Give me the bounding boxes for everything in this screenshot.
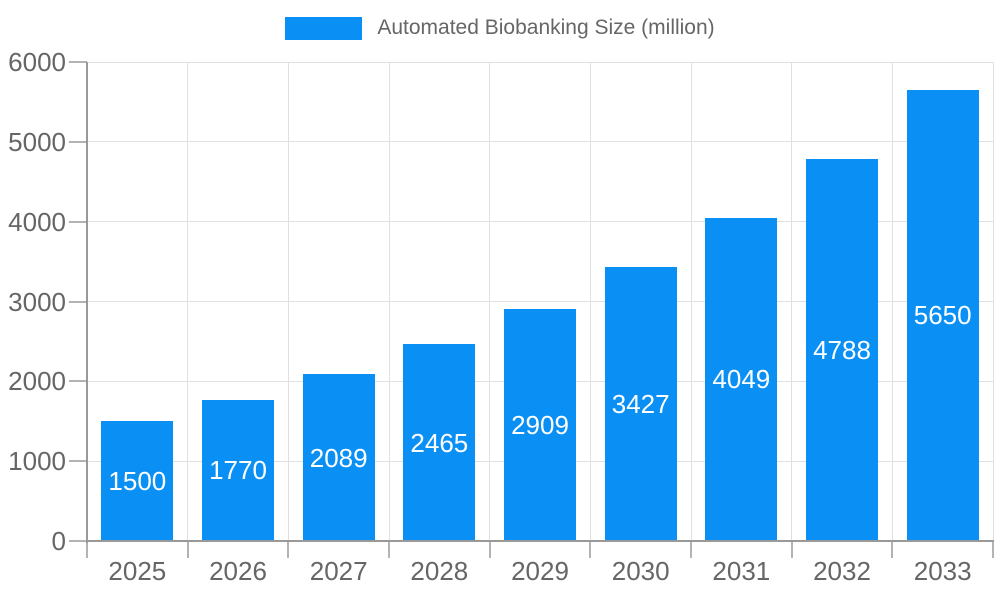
y-tick-label: 4000: [8, 206, 66, 237]
y-tick-label: 5000: [8, 126, 66, 157]
bar-value-label: 4788: [813, 334, 871, 365]
bar[interactable]: [806, 158, 878, 541]
gridline-v: [992, 62, 994, 541]
x-tick-label: 2029: [511, 556, 569, 586]
bar-value-label: 3427: [611, 389, 670, 420]
x-tick: [488, 541, 491, 558]
x-tick: [186, 541, 189, 558]
y-tick: [69, 540, 87, 542]
bar[interactable]: [403, 344, 476, 541]
x-tick-label: 2033: [913, 556, 972, 586]
x-tick-label: 2026: [209, 556, 267, 586]
gridline-v: [589, 62, 591, 541]
x-tick-label: 2028: [410, 556, 469, 586]
y-tick-label: 2000: [8, 366, 66, 397]
x-axis-line: [86, 540, 994, 542]
bar-value-label: 1770: [209, 455, 267, 486]
gridline-v: [489, 62, 491, 541]
gridline-v: [791, 62, 793, 541]
gridline-v: [287, 62, 289, 541]
bar-value-label: 2089: [309, 442, 368, 473]
gridline-v: [388, 62, 390, 541]
legend[interactable]: Automated Biobanking Size (million): [0, 16, 1000, 40]
bar[interactable]: [101, 421, 174, 541]
x-tick: [287, 541, 290, 558]
y-tick-label: 1000: [8, 446, 66, 477]
x-tick: [690, 541, 692, 558]
bar[interactable]: [705, 217, 778, 541]
x-tick: [589, 541, 592, 558]
y-axis-line: [86, 62, 88, 543]
bar-value-label: 2909: [511, 409, 569, 440]
x-tick: [388, 541, 390, 558]
x-tick: [992, 541, 994, 558]
x-tick-label: 2025: [108, 556, 167, 586]
y-tick-label: 0: [51, 526, 66, 556]
x-tick-label: 2032: [813, 556, 871, 586]
x-tick: [86, 541, 88, 558]
y-tick-label: 3000: [8, 286, 66, 317]
bar-value-label: 4049: [712, 364, 771, 395]
gridline-v: [891, 62, 893, 541]
bar[interactable]: [302, 374, 375, 541]
bar[interactable]: [906, 89, 979, 541]
x-tick: [790, 541, 793, 558]
y-tick: [69, 220, 87, 223]
gridline-h: [87, 221, 993, 223]
y-tick: [69, 61, 87, 63]
x-tick-label: 2030: [611, 556, 670, 586]
y-tick: [69, 140, 87, 143]
y-tick: [69, 300, 87, 303]
bar[interactable]: [202, 399, 274, 541]
bar[interactable]: [504, 308, 576, 541]
bar-value-label: 1500: [108, 466, 167, 497]
x-tick: [891, 541, 894, 558]
legend-swatch: [285, 16, 363, 40]
bar-value-label: 2465: [410, 427, 469, 458]
gridline-h: [87, 141, 993, 143]
bar-value-label: 5650: [913, 300, 972, 331]
y-tick: [69, 460, 87, 463]
gridline-h: [87, 301, 993, 302]
gridline-v: [690, 62, 692, 541]
y-tick: [69, 380, 87, 383]
x-tick-label: 2031: [712, 556, 771, 586]
gridline-v: [187, 62, 189, 541]
y-tick-label: 6000: [8, 47, 66, 77]
bar[interactable]: [604, 267, 677, 541]
gridline-h: [87, 61, 993, 63]
x-tick-label: 2027: [309, 556, 368, 586]
legend-label: Automated Biobanking Size (million): [377, 16, 715, 39]
